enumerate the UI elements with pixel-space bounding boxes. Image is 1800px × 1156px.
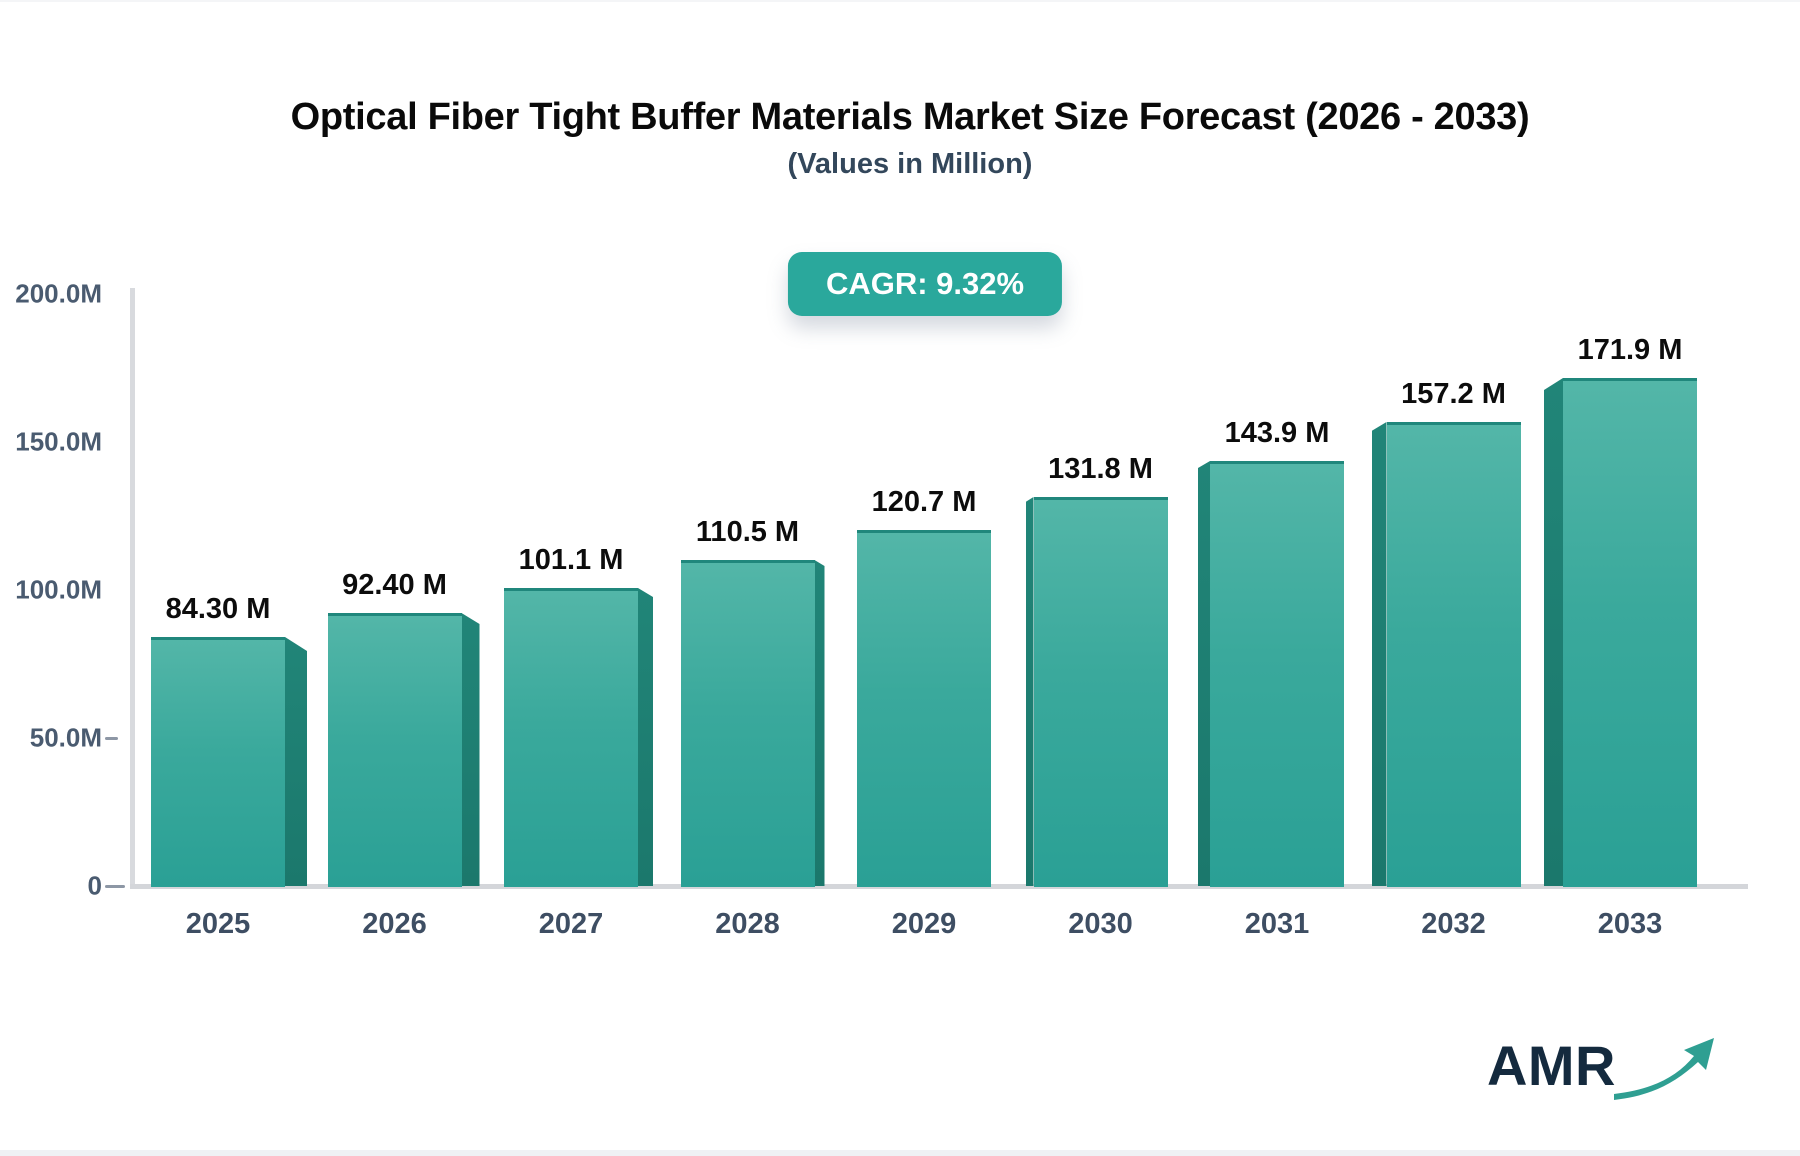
- x-axis-label: 2031: [1244, 908, 1310, 940]
- cagr-badge: CAGR: 9.32%: [787, 252, 1063, 316]
- bar-2030: [1033, 497, 1168, 887]
- x-axis-label: 2025: [185, 908, 251, 940]
- bar-2026: [327, 613, 462, 887]
- bar-value-label: 171.9 M: [1577, 334, 1683, 366]
- amr-logo: AMR: [1487, 1038, 1722, 1108]
- bar-2025: [151, 637, 285, 887]
- bar-2031: [1210, 461, 1344, 887]
- chart-subtitle: (Values in Million): [787, 148, 1033, 180]
- y-axis-tick: [105, 737, 118, 740]
- y-axis-label: 200.0M: [15, 278, 102, 309]
- bar-value-label: 110.5 M: [695, 516, 800, 548]
- top-border-strip: [0, 0, 1800, 2]
- x-axis-label: 2030: [1068, 908, 1133, 940]
- x-axis-label: 2028: [715, 908, 780, 940]
- x-axis-label: 2029: [891, 908, 957, 940]
- bar-2032: [1386, 422, 1521, 887]
- growth-arrow-icon: [1614, 1038, 1714, 1100]
- bar-side-face: [1198, 461, 1210, 886]
- bar-side-face: [814, 560, 825, 886]
- y-axis-label: 100.0M: [15, 574, 102, 605]
- bar-side-face: [285, 637, 307, 886]
- x-axis-label: 2033: [1597, 908, 1663, 940]
- x-axis-label: 2026: [362, 908, 427, 940]
- amr-logo-text: AMR: [1486, 1034, 1616, 1097]
- y-axis-tick: [105, 885, 125, 888]
- bar-value-label: 157.2 M: [1401, 378, 1506, 410]
- bar-2028: [680, 560, 815, 887]
- bar-side-face: [638, 588, 653, 886]
- bar-2029: [857, 530, 991, 887]
- bar-value-label: 131.8 M: [1048, 453, 1153, 485]
- bar-side-face: [461, 613, 480, 886]
- bar-2027: [504, 588, 638, 887]
- bar-2033: [1563, 378, 1697, 887]
- bar-value-label: 84.30 M: [165, 593, 271, 625]
- bar-value-label: 101.1 M: [518, 544, 624, 576]
- chart-title: Optical Fiber Tight Buffer Materials Mar…: [290, 96, 1530, 138]
- bar-value-label: 92.40 M: [342, 569, 447, 601]
- y-axis-line: [130, 288, 135, 889]
- bar-value-label: 143.9 M: [1224, 417, 1330, 449]
- x-axis-label: 2027: [538, 908, 604, 940]
- y-axis-label: 150.0M: [15, 426, 102, 457]
- bar-side-face: [1544, 378, 1563, 886]
- bar-side-face: [1371, 422, 1387, 886]
- y-axis-label: 0: [87, 870, 102, 901]
- x-axis-label: 2032: [1421, 908, 1486, 940]
- y-axis-label: 50.0M: [29, 722, 102, 753]
- bar-side-face: [1025, 497, 1034, 886]
- bar-value-label: 120.7 M: [871, 486, 977, 518]
- bottom-border-strip: [0, 1150, 1800, 1156]
